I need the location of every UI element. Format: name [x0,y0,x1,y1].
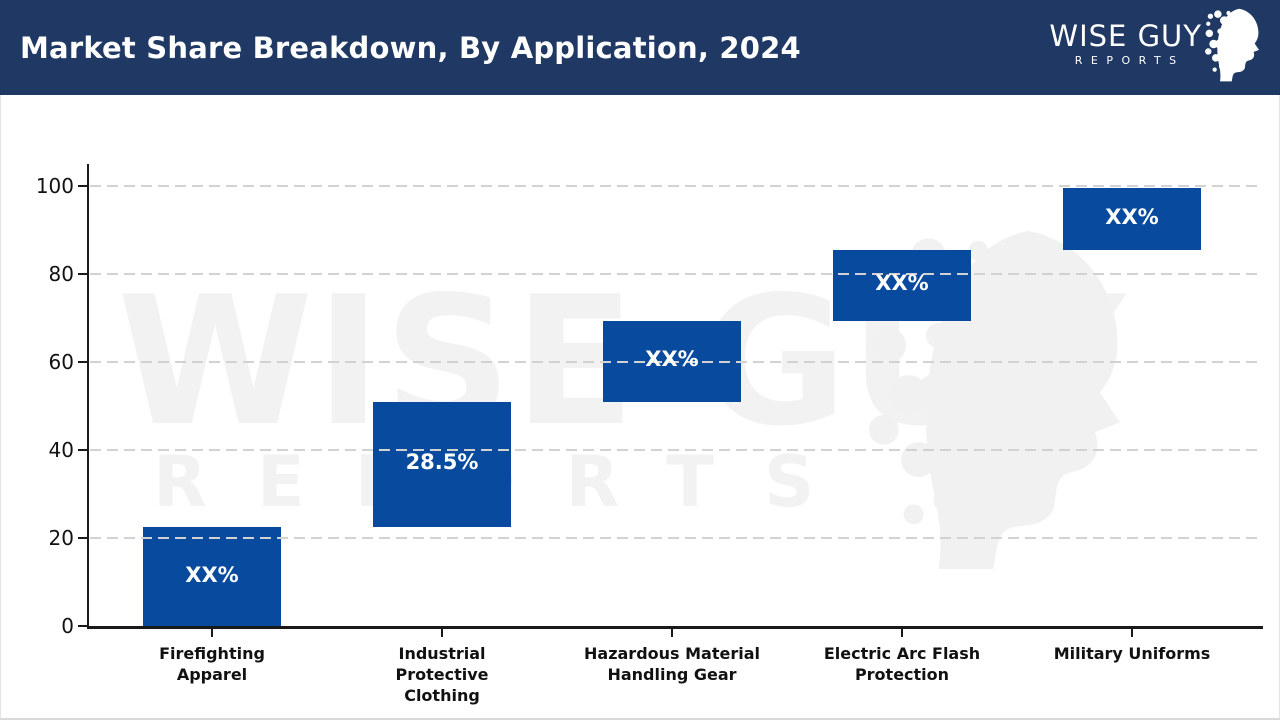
x-category-label: Hazardous Material Handling Gear [552,643,792,685]
x-category-label: Industrial Protective Clothing [322,643,562,706]
y-axis-tick [78,449,87,451]
x-category-label-line: Military Uniforms [1053,644,1211,663]
x-axis-tick [1131,629,1133,637]
brand-logo: WISE GUY REPORTS [1049,6,1268,82]
x-category-label: Firefighting Apparel [92,643,332,685]
x-category-label-line: Handling Gear [607,665,737,684]
x-category-label: Electric Arc Flash Protection [782,643,1022,685]
y-axis-tick [78,625,87,627]
y-tick-label: 60 [48,350,74,374]
y-tick-label: 100 [35,174,74,198]
bar-value-label: XX% [185,562,239,587]
gridline [90,449,1263,451]
bar-value-label: XX% [1105,205,1159,229]
gridline [90,185,1263,187]
chart-title: Market Share Breakdown, By Application, … [20,30,801,65]
bar-5 [1063,188,1201,250]
gridline [90,537,1263,539]
plot-area: 0 20 40 60 80 100 XX% Firefighting Apparel 28.5% I… [1,95,1279,718]
y-tick-label: 20 [48,526,74,550]
y-axis-tick [78,185,87,187]
x-category-label-line: Clothing [404,686,480,705]
x-category-label-line: Hazardous Material [584,644,760,663]
y-axis-tick [78,361,87,363]
x-category-label: Military Uniforms [1012,643,1252,664]
x-category-label-line: Electric Arc Flash [823,644,981,663]
gridline [90,361,1263,363]
x-category-label-line: Industrial [398,644,486,663]
x-category-label-line: Apparel [176,665,248,684]
chart-canvas: WISE GUY REPORTS 020406080100XX%Firefigh… [0,95,1280,720]
header: Market Share Breakdown, By Application, … [0,0,1280,95]
bar-value-label: XX% [645,347,699,372]
x-category-label-line: Protection [854,665,950,684]
brand-face-icon [1205,8,1259,82]
x-category-label-line: Protective [395,665,489,684]
y-tick-label: 80 [48,262,74,286]
y-axis-tick [78,273,87,275]
x-axis-line [87,626,1263,629]
gridline [90,273,1263,275]
y-axis-line [87,164,89,629]
brand-name: WISE GUY [1049,18,1202,53]
y-tick-label: 0 [61,614,74,638]
brand-logo-text: WISE GUY REPORTS [1049,18,1202,68]
bar-4 [833,249,971,322]
x-axis-tick [671,629,673,637]
x-axis-tick [901,629,903,637]
bar-1 [143,527,281,626]
brand-subtitle: REPORTS [1074,54,1185,68]
bar-value-label: XX% [875,271,929,296]
bar-2 [373,401,511,527]
x-axis-tick [211,629,213,637]
y-tick-label: 40 [48,438,74,462]
x-axis-tick [441,629,443,637]
x-category-label-line: Firefighting [159,644,265,663]
bar-value-label: 28.5% [405,450,479,475]
y-axis-tick [78,537,87,539]
